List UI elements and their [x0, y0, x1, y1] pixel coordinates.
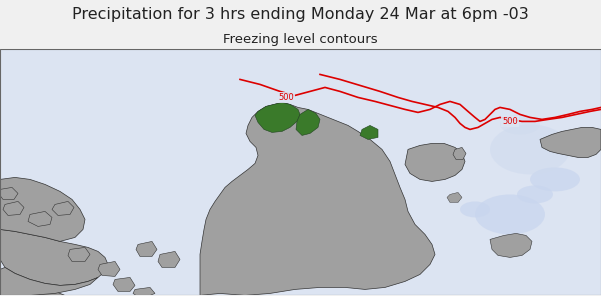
- Polygon shape: [68, 247, 90, 261]
- Ellipse shape: [475, 194, 545, 234]
- Polygon shape: [490, 234, 532, 258]
- Polygon shape: [0, 177, 85, 242]
- Ellipse shape: [490, 124, 570, 174]
- Text: 500: 500: [278, 93, 294, 102]
- Polygon shape: [255, 102, 300, 132]
- Polygon shape: [360, 126, 378, 139]
- Text: Freezing level contours: Freezing level contours: [223, 33, 378, 46]
- Polygon shape: [200, 102, 435, 295]
- Polygon shape: [0, 269, 65, 295]
- Polygon shape: [453, 147, 466, 160]
- Polygon shape: [540, 127, 601, 157]
- Polygon shape: [28, 211, 52, 226]
- Ellipse shape: [530, 168, 580, 192]
- Text: Precipitation for 3 hrs ending Monday 24 Mar at 6pm -03: Precipitation for 3 hrs ending Monday 24…: [72, 7, 529, 22]
- Polygon shape: [0, 267, 98, 295]
- Polygon shape: [98, 261, 120, 276]
- Ellipse shape: [500, 115, 540, 134]
- Polygon shape: [113, 277, 135, 292]
- Polygon shape: [136, 242, 157, 256]
- Ellipse shape: [460, 201, 490, 218]
- Polygon shape: [133, 287, 155, 295]
- Polygon shape: [405, 144, 465, 181]
- Polygon shape: [0, 187, 18, 200]
- Ellipse shape: [517, 185, 553, 203]
- Polygon shape: [52, 201, 74, 215]
- Polygon shape: [296, 110, 320, 135]
- Polygon shape: [3, 201, 24, 215]
- Polygon shape: [0, 229, 108, 285]
- Polygon shape: [447, 192, 462, 202]
- Text: 500: 500: [502, 117, 518, 126]
- Polygon shape: [158, 251, 180, 267]
